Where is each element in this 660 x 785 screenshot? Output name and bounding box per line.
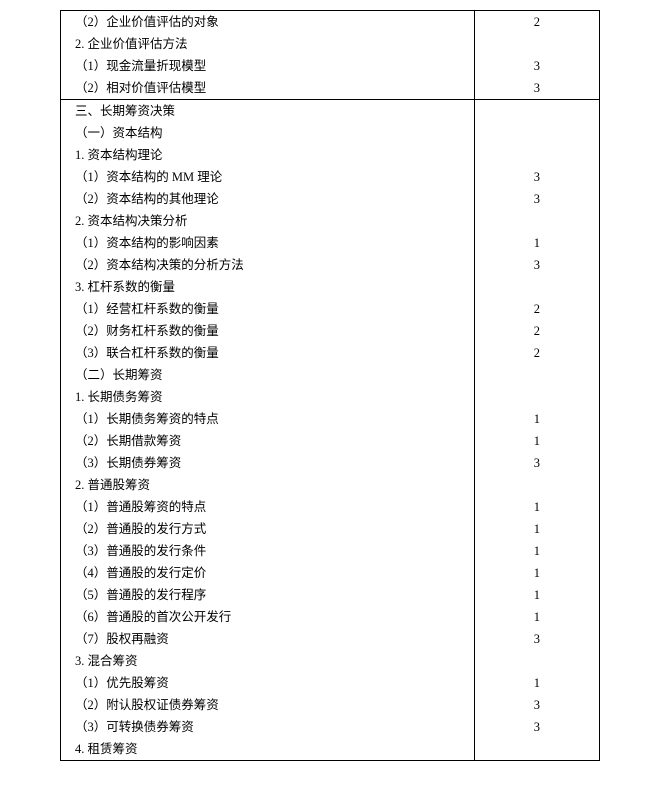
topic-value: 3 xyxy=(475,452,599,474)
topic-value xyxy=(475,33,599,55)
topic-value: 2 xyxy=(475,342,599,364)
topic-label: 2. 资本结构决策分析 xyxy=(61,210,474,232)
topic-label: （4）普通股的发行定价 xyxy=(61,562,474,584)
topic-label: 1. 资本结构理论 xyxy=(61,144,474,166)
topic-value: 3 xyxy=(475,694,599,716)
topic-label: （1）普通股筹资的特点 xyxy=(61,496,474,518)
topic-value: 2 xyxy=(475,298,599,320)
topic-value: 3 xyxy=(475,55,599,77)
topic-label: （3）长期债券筹资 xyxy=(61,452,474,474)
topic-label: （一）资本结构 xyxy=(61,122,474,144)
topic-value: 1 xyxy=(475,408,599,430)
topic-label: （3）普通股的发行条件 xyxy=(61,540,474,562)
topic-value: 3 xyxy=(475,77,599,99)
topic-value xyxy=(475,144,599,166)
topic-label: （1）经营杠杆系数的衡量 xyxy=(61,298,474,320)
topic-value xyxy=(475,276,599,298)
topic-label: （1）资本结构的影响因素 xyxy=(61,232,474,254)
topic-value xyxy=(475,100,599,122)
topic-cell: （2）企业价值评估的对象2. 企业价值评估方法（1）现金流量折现模型（2）相对价… xyxy=(61,11,475,100)
topic-value: 1 xyxy=(475,672,599,694)
topic-value: 2 xyxy=(475,11,599,33)
topic-value xyxy=(475,122,599,144)
topic-label: （二）长期筹资 xyxy=(61,364,474,386)
topic-label: 3. 杠杆系数的衡量 xyxy=(61,276,474,298)
topic-label: （3）可转换债券筹资 xyxy=(61,716,474,738)
topic-label: 3. 混合筹资 xyxy=(61,650,474,672)
document-page: （2）企业价值评估的对象2. 企业价值评估方法（1）现金流量折现模型（2）相对价… xyxy=(10,10,650,761)
topic-label: （2）普通股的发行方式 xyxy=(61,518,474,540)
topic-value: 1 xyxy=(475,562,599,584)
topic-label: （2）附认股权证债券筹资 xyxy=(61,694,474,716)
table-section: （2）企业价值评估的对象2. 企业价值评估方法（1）现金流量折现模型（2）相对价… xyxy=(61,11,600,100)
value-cell: 33 13 222 113 1111113 133 xyxy=(474,100,599,761)
topic-value: 1 xyxy=(475,430,599,452)
topic-label: （2）企业价值评估的对象 xyxy=(61,11,474,33)
topic-label: （1）资本结构的 MM 理论 xyxy=(61,166,474,188)
topic-label: 4. 租赁筹资 xyxy=(61,738,474,760)
topic-label: 三、长期筹资决策 xyxy=(61,100,474,122)
topic-label: （1）长期债务筹资的特点 xyxy=(61,408,474,430)
topic-value: 3 xyxy=(475,254,599,276)
topic-cell: 三、长期筹资决策（一）资本结构1. 资本结构理论（1）资本结构的 MM 理论（2… xyxy=(61,100,475,761)
topic-label: （7）股权再融资 xyxy=(61,628,474,650)
value-cell: 2 33 xyxy=(474,11,599,100)
topic-value: 2 xyxy=(475,320,599,342)
topic-value: 1 xyxy=(475,606,599,628)
topic-value: 1 xyxy=(475,232,599,254)
topic-value: 3 xyxy=(475,166,599,188)
topic-label: （2）相对价值评估模型 xyxy=(61,77,474,99)
topic-label: （2）资本结构的其他理论 xyxy=(61,188,474,210)
topic-label: （3）联合杠杆系数的衡量 xyxy=(61,342,474,364)
topic-value: 3 xyxy=(475,716,599,738)
topic-label: （2）长期借款筹资 xyxy=(61,430,474,452)
topic-value: 3 xyxy=(475,188,599,210)
topic-value: 3 xyxy=(475,628,599,650)
topic-value xyxy=(475,386,599,408)
topic-label: （1）优先股筹资 xyxy=(61,672,474,694)
topic-value: 1 xyxy=(475,518,599,540)
topic-value: 1 xyxy=(475,584,599,606)
topic-label: （2）资本结构决策的分析方法 xyxy=(61,254,474,276)
topic-label: 1. 长期债务筹资 xyxy=(61,386,474,408)
topic-label: 2. 普通股筹资 xyxy=(61,474,474,496)
topic-label: （6）普通股的首次公开发行 xyxy=(61,606,474,628)
topic-label: 2. 企业价值评估方法 xyxy=(61,33,474,55)
syllabus-table: （2）企业价值评估的对象2. 企业价值评估方法（1）现金流量折现模型（2）相对价… xyxy=(60,10,600,761)
topic-value xyxy=(475,738,599,760)
topic-value: 1 xyxy=(475,496,599,518)
topic-value xyxy=(475,650,599,672)
table-section: 三、长期筹资决策（一）资本结构1. 资本结构理论（1）资本结构的 MM 理论（2… xyxy=(61,100,600,761)
topic-value xyxy=(475,474,599,496)
topic-value xyxy=(475,210,599,232)
topic-value xyxy=(475,364,599,386)
topic-label: （1）现金流量折现模型 xyxy=(61,55,474,77)
topic-label: （2）财务杠杆系数的衡量 xyxy=(61,320,474,342)
topic-value: 1 xyxy=(475,540,599,562)
topic-label: （5）普通股的发行程序 xyxy=(61,584,474,606)
